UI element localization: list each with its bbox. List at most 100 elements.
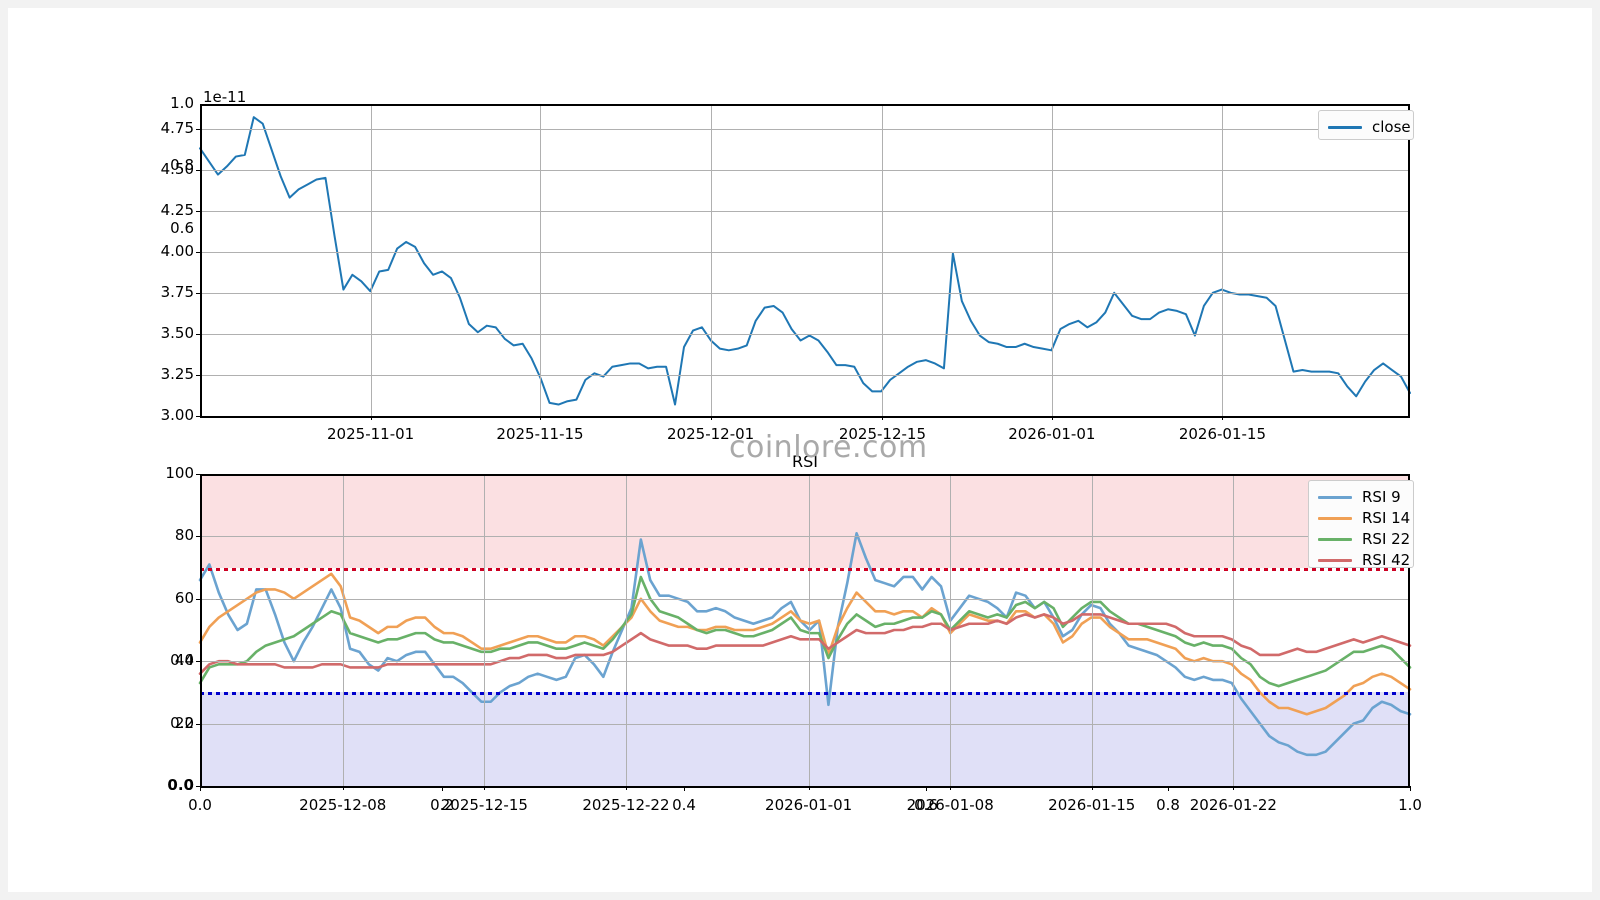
tick-mark — [809, 786, 810, 790]
gridline-horizontal — [200, 334, 1410, 335]
rsi-top-spine — [200, 474, 1410, 476]
price-y-ghost-tick-label: 1.0 — [170, 94, 194, 112]
price-bottom-spine — [200, 416, 1410, 418]
gridline-horizontal — [200, 252, 1410, 253]
tick-mark — [196, 416, 200, 417]
rsi-x-tick-label: 2026-01-15 — [1048, 796, 1136, 814]
rsi-left-spine — [200, 474, 202, 786]
rsi-x-ghost-tick-label: 1.0 — [1398, 796, 1422, 814]
legend-entry-rsi-42: RSI 42 — [1318, 551, 1410, 569]
gridline-vertical — [484, 474, 485, 786]
legend-label: RSI 22 — [1362, 530, 1411, 548]
rsi-line-rsi-22 — [198, 575, 1412, 688]
overbought-band — [200, 474, 1410, 568]
price-legend[interactable] — [1318, 110, 1414, 140]
rsi-x-tick-label: 2025-12-08 — [299, 796, 387, 814]
rsi-legend[interactable] — [1308, 480, 1414, 568]
rsi-x-tick-label: 2026-01-22 — [1189, 796, 1277, 814]
rsi-x-ghost-tick-label: 0.0 — [188, 796, 212, 814]
rsi-x-tick-label: 2026-01-01 — [765, 796, 853, 814]
price-y-tick-label: 3.75 — [160, 282, 194, 301]
gridline-vertical — [1092, 474, 1093, 786]
rsi-chart-panel — [198, 474, 1412, 786]
tick-mark — [196, 599, 200, 600]
tick-mark — [684, 786, 685, 791]
tick-mark — [196, 375, 200, 376]
rsi-y-tick-label: 40 — [174, 651, 194, 670]
price-top-spine — [200, 104, 1410, 106]
price-y-tick-label: 4.75 — [160, 118, 194, 137]
gridline-horizontal — [200, 375, 1410, 376]
tick-mark — [196, 170, 200, 171]
price-x-tick-label: 2025-11-01 — [327, 425, 415, 443]
rsi-bottom-spine — [200, 786, 1410, 788]
tick-mark — [196, 334, 200, 335]
rsi-x-tick-label: 2025-12-15 — [440, 796, 528, 814]
price-x-tick-label: 2025-12-01 — [667, 425, 755, 443]
tick-mark — [196, 129, 200, 130]
gridline-horizontal — [200, 536, 1410, 537]
gridline-horizontal — [200, 724, 1410, 725]
rsi-y-tick-label: 100 — [165, 464, 194, 482]
tick-mark — [343, 786, 344, 790]
tick-mark — [1168, 786, 1169, 791]
legend-label: close — [1372, 118, 1411, 136]
price-x-tick-label: 2025-11-15 — [496, 425, 584, 443]
tick-mark — [1410, 786, 1411, 791]
rsi-y-tick-label: 60 — [174, 588, 194, 607]
legend-swatch — [1318, 516, 1352, 520]
price-y-tick-label: 4.25 — [160, 200, 194, 219]
legend-swatch — [1318, 495, 1352, 499]
legend-entry-rsi-14: RSI 14 — [1318, 509, 1410, 527]
tick-mark — [1052, 416, 1053, 420]
gridline-vertical — [711, 104, 712, 416]
rsi-y-tick-label: 0 — [184, 776, 194, 794]
gridline-horizontal — [200, 599, 1410, 600]
rsi-right-spine — [1408, 474, 1410, 786]
legend-entry-rsi-22: RSI 22 — [1318, 530, 1410, 548]
price-line-svg — [199, 116, 1411, 406]
tick-mark — [1222, 416, 1223, 420]
gridline-vertical — [882, 104, 883, 416]
tick-mark — [196, 293, 200, 294]
gridline-horizontal — [200, 129, 1410, 130]
margin-top — [0, 0, 1600, 8]
margin-left — [0, 0, 8, 900]
tick-mark — [196, 661, 200, 662]
tick-mark — [196, 252, 200, 253]
price-y-tick-label: 4.00 — [160, 241, 194, 260]
tick-mark — [196, 536, 200, 537]
price-chart-panel — [199, 104, 1411, 416]
legend-label: RSI 9 — [1362, 488, 1401, 506]
tick-mark — [926, 786, 927, 791]
margin-bottom — [0, 892, 1600, 900]
price-x-tick-label: 2025-12-15 — [838, 425, 927, 443]
tick-mark — [1092, 786, 1093, 790]
tick-mark — [711, 416, 712, 420]
rsi-line-rsi-42 — [198, 613, 1412, 675]
oversold-band — [200, 692, 1410, 786]
legend-swatch — [1318, 537, 1352, 541]
margin-right — [1592, 0, 1600, 900]
rsi-x-ghost-tick-label: 0.2 — [430, 796, 454, 814]
rsi-lines-svg — [198, 531, 1412, 757]
price-right-spine — [1408, 104, 1410, 416]
tick-mark — [882, 416, 883, 420]
close-price-line — [199, 116, 1411, 406]
legend-label: RSI 14 — [1362, 509, 1411, 527]
gridline-vertical — [950, 474, 951, 786]
gridline-vertical — [1222, 104, 1223, 416]
tick-mark — [442, 786, 443, 791]
price-x-tick-label: 2026-01-01 — [1008, 425, 1096, 443]
rsi-x-ghost-tick-label: 0.6 — [914, 796, 938, 814]
gridline-vertical — [626, 474, 627, 786]
overbought-threshold-line — [200, 568, 1410, 571]
rsi-y-tick-label: 20 — [174, 713, 194, 732]
gridline-vertical — [343, 474, 344, 786]
price-y-tick-label: 3.00 — [160, 406, 194, 424]
price-y-ghost-tick-label: 0.6 — [170, 218, 194, 237]
tick-mark — [1233, 786, 1234, 790]
price-left-spine — [200, 104, 202, 416]
legend-entry-rsi-9: RSI 9 — [1318, 488, 1401, 506]
gridline-vertical — [809, 474, 810, 786]
